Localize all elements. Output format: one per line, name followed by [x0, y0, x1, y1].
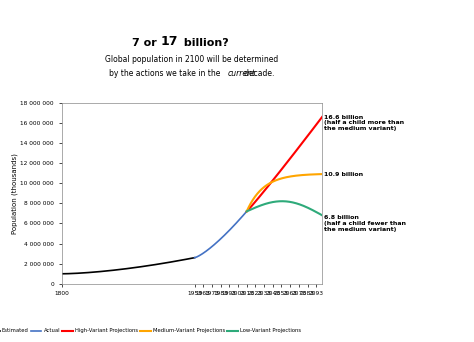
Legend: Estimated, Actual, High-Variant Projections, Medium-Variant Projections, Low-Var: Estimated, Actual, High-Variant Projecti…	[0, 326, 303, 336]
Text: 17: 17	[161, 35, 178, 48]
Text: by the actions we take in the          decade.: by the actions we take in the decade.	[109, 69, 274, 78]
Text: Global population in 2100 will be determined: Global population in 2100 will be determ…	[105, 55, 279, 64]
Y-axis label: Population (thousands): Population (thousands)	[11, 153, 18, 234]
Text: 10.9 billion: 10.9 billion	[324, 172, 363, 176]
Text: billion?: billion?	[180, 38, 229, 48]
Text: 7 or: 7 or	[132, 38, 161, 48]
Text: 16.6 billion
(half a child more than
the medium variant): 16.6 billion (half a child more than the…	[324, 115, 404, 131]
Text: current: current	[228, 69, 256, 78]
Text: 6.8 billion
(half a child fewer than
the medium variant): 6.8 billion (half a child fewer than the…	[324, 215, 406, 232]
